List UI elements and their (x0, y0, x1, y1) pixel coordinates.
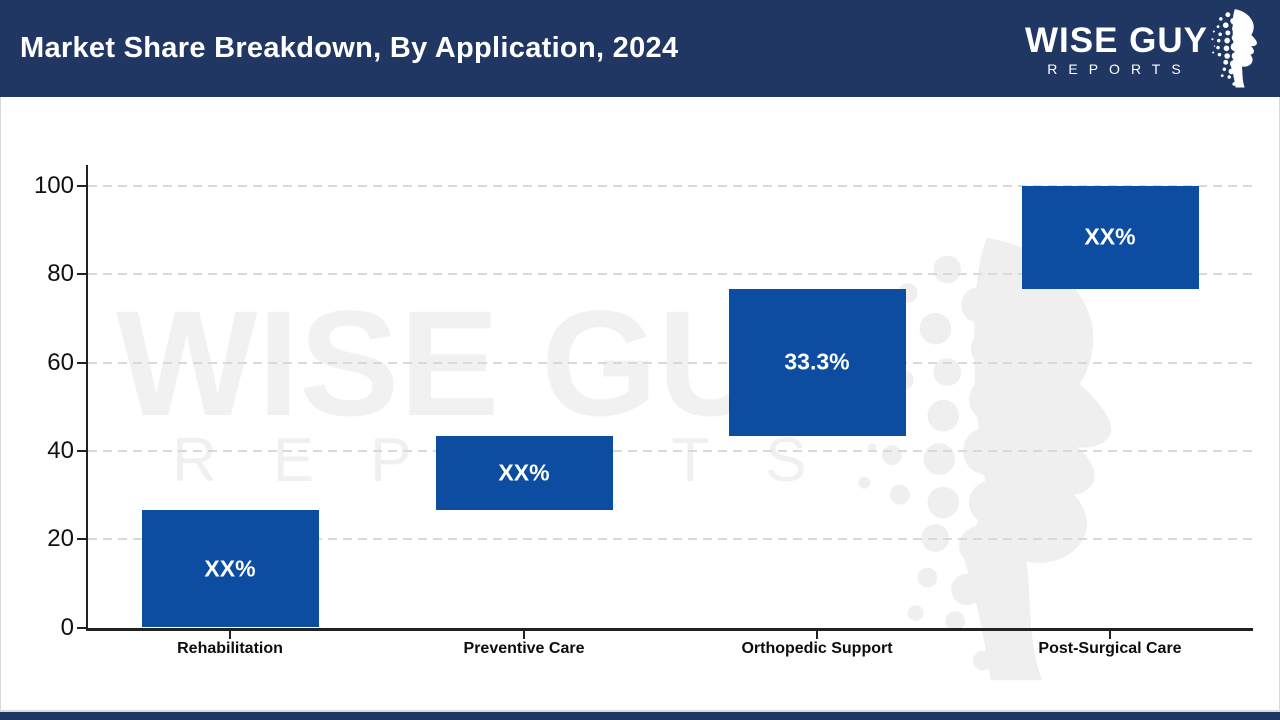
y-tick-label-20: 20 (47, 525, 74, 553)
x-axis-line (86, 627, 1253, 631)
x-category-label: Preventive Care (463, 640, 585, 657)
brand-logo-text: WISE GUY REPORTS (1025, 23, 1208, 76)
y-tick-40 (77, 449, 86, 452)
gridline-60 (88, 361, 1253, 364)
bar-value-label: 33.3% (784, 348, 850, 375)
bar-post-surgical-care (1021, 186, 1199, 289)
y-axis-line (86, 165, 88, 630)
page-title: Market Share Breakdown, By Application, … (20, 32, 679, 64)
footer-hairline (0, 710, 1280, 712)
y-tick-label-60: 60 (47, 348, 74, 376)
x-tick-2 (816, 630, 818, 639)
y-tick-label-40: 40 (47, 436, 74, 464)
bar-rehabilitation (141, 509, 319, 628)
gridline-40 (88, 449, 1253, 452)
brand-subname: REPORTS (1047, 60, 1192, 77)
y-tick-60 (77, 361, 86, 364)
x-tick-0 (229, 630, 231, 639)
footer-bar (0, 712, 1280, 720)
gridline-80 (88, 273, 1253, 276)
bar-value-label: XX% (1084, 223, 1136, 250)
y-tick-0 (77, 626, 86, 629)
y-tick-80 (77, 273, 86, 276)
x-category-label: Orthopedic Support (741, 640, 893, 657)
gridline-20 (88, 538, 1253, 541)
bar-preventive-care (435, 435, 613, 510)
y-tick-label-80: 80 (47, 260, 74, 288)
bar-orthopedic-support (728, 288, 906, 436)
y-tick-label-0: 0 (60, 613, 74, 641)
brand-logo: WISE GUY REPORTS (1025, 6, 1268, 92)
gridline-100 (88, 185, 1253, 187)
x-category-label: Post-Surgical Care (1038, 640, 1182, 657)
bar-value-label: XX% (204, 555, 256, 582)
header-bar: Market Share Breakdown, By Application, … (0, 0, 1280, 97)
y-tick-100 (77, 185, 86, 187)
wise-guy-head-icon (1211, 9, 1257, 88)
brand-name: WISE GUY (1024, 20, 1208, 60)
left-border (0, 97, 1, 720)
x-tick-1 (523, 630, 525, 639)
y-tick-label-100: 100 (33, 172, 74, 199)
bar-value-label: XX% (498, 459, 550, 486)
x-tick-3 (1109, 630, 1111, 639)
y-tick-20 (77, 538, 86, 541)
x-category-label: Rehabilitation (177, 640, 283, 657)
watermark-head-graphic (854, 237, 1112, 681)
